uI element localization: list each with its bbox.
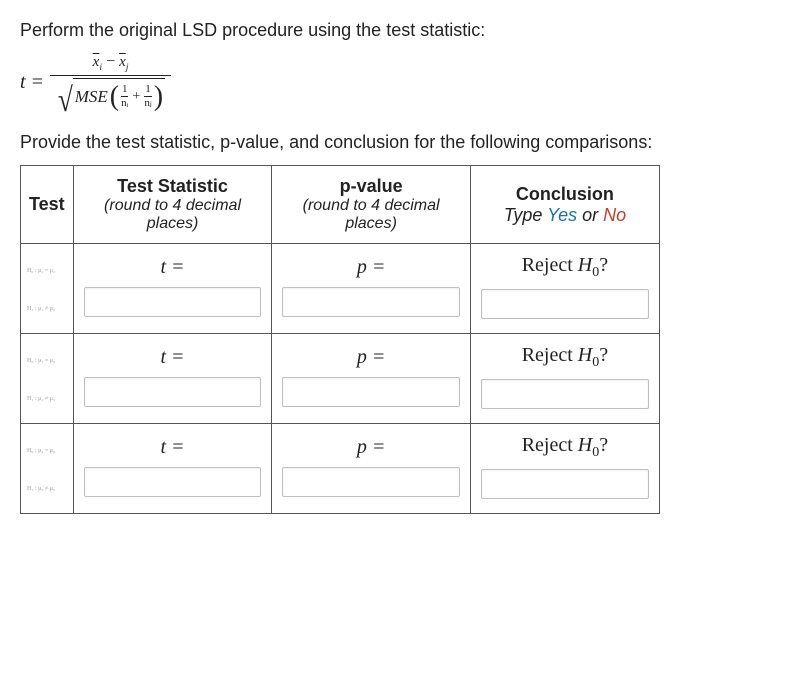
table-row: H₀ : μ₁ = μ₃ H₁ : μ₁ ≠ μ₃ t = p = Reject H0? [21,334,660,424]
alt-hypothesis: H₁ : μ₁ ≠ μ₃ [25,394,69,404]
header-conclusion: Conclusion Type Yes or No [470,166,659,244]
formula-block: t = xi − xj √ MSE ( 1 nᵢ + 1 nⱼ [20,53,765,112]
alt-hypothesis: H₁ : μ₁ ≠ μ₂ [25,304,69,314]
t-stat-input[interactable] [84,287,262,317]
conclusion-cell: Reject H0? [470,334,659,424]
conclusion-cell: Reject H0? [470,244,659,334]
right-paren: ) [154,83,163,111]
conclusion-input[interactable] [481,379,649,409]
table-row: H₀ : μ₂ = μ₃ H₁ : μ₂ ≠ μ₃ t = p = Reject H0? [21,424,660,514]
table-row: H₀ : μ₁ = μ₂ H₁ : μ₁ ≠ μ₂ t = p = Reject H0? [21,244,660,334]
lsd-table: Test Test Statistic (round to 4 decimal … [20,165,660,514]
hypothesis-cell: H₀ : μ₁ = μ₃ H₁ : μ₁ ≠ μ₃ [21,334,74,424]
null-hypothesis: H₀ : μ₁ = μ₂ [25,266,69,276]
hypothesis-cell: H₀ : μ₁ = μ₂ H₁ : μ₁ ≠ μ₂ [21,244,74,334]
t-stat-input[interactable] [84,467,262,497]
p-label: p = [282,436,460,459]
reject-label: Reject H0? [481,254,649,281]
header-test: Test [21,166,74,244]
left-paren: ( [110,83,119,111]
t-stat-cell: t = [73,424,272,514]
alt-hypothesis: H₁ : μ₂ ≠ μ₃ [25,484,69,494]
header-p-value: p-value (round to 4 decimal places) [272,166,471,244]
p-value-cell: p = [272,244,471,334]
reject-label: Reject H0? [481,434,649,461]
t-label: t = [84,256,262,279]
instruction-line-2: Provide the test statistic, p-value, and… [20,130,765,155]
mse-label: MSE [75,87,108,107]
t-label: t = [84,436,262,459]
frac-1-nj: 1 nⱼ [144,84,151,109]
conclusion-input[interactable] [481,469,649,499]
frac-1-ni: 1 nᵢ [121,84,128,109]
p-value-input[interactable] [282,377,460,407]
header-test-statistic: Test Statistic (round to 4 decimal place… [73,166,272,244]
formula-lhs: t = [20,71,44,94]
formula-denominator: √ MSE ( 1 nᵢ + 1 nⱼ ) [50,75,171,112]
instruction-line-1: Perform the original LSD procedure using… [20,18,765,43]
formula-fraction: xi − xj √ MSE ( 1 nᵢ + 1 nⱼ ) [50,53,171,112]
conclusion-cell: Reject H0? [470,424,659,514]
t-stat-input[interactable] [84,377,262,407]
p-value-input[interactable] [282,467,460,497]
conclusion-input[interactable] [481,289,649,319]
reject-label: Reject H0? [481,344,649,371]
formula-numerator: xi − xj [87,53,135,75]
t-stat-cell: t = [73,334,272,424]
p-label: p = [282,256,460,279]
p-label: p = [282,346,460,369]
sqrt-icon: √ [58,84,73,118]
p-value-input[interactable] [282,287,460,317]
t-label: t = [84,346,262,369]
hypothesis-cell: H₀ : μ₂ = μ₃ H₁ : μ₂ ≠ μ₃ [21,424,74,514]
p-value-cell: p = [272,334,471,424]
p-value-cell: p = [272,424,471,514]
t-stat-cell: t = [73,244,272,334]
null-hypothesis: H₀ : μ₁ = μ₃ [25,356,69,366]
null-hypothesis: H₀ : μ₂ = μ₃ [25,446,69,456]
plus-icon: + [132,89,140,105]
